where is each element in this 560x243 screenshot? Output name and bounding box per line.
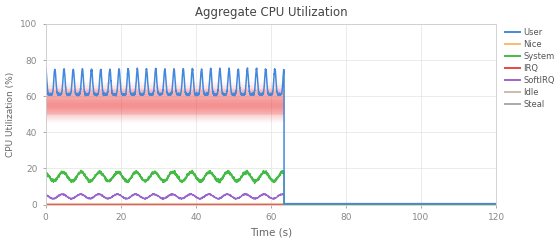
X-axis label: Time (s): Time (s) [250, 227, 292, 237]
IRQ [296, 203, 302, 206]
IRQ [493, 203, 500, 206]
Nice [48, 203, 55, 206]
Line: SoftIRQ: SoftIRQ [46, 193, 496, 204]
System [296, 203, 303, 206]
User [340, 202, 347, 205]
Steal [493, 203, 500, 206]
System [158, 178, 165, 181]
Title: Aggregate CPU Utilization: Aggregate CPU Utilization [194, 6, 347, 18]
Nice [379, 203, 386, 206]
Y-axis label: CPU Utilization (%): CPU Utilization (%) [6, 72, 15, 157]
User [208, 80, 215, 83]
Steal [296, 203, 302, 206]
Idle [158, 203, 165, 206]
Steal [158, 203, 165, 206]
System [43, 172, 49, 175]
Nice [296, 203, 302, 206]
Idle [296, 203, 302, 206]
SoftIRQ [48, 197, 55, 200]
Legend: User, Nice, System, IRQ, SoftIRQ, Idle, Steal: User, Nice, System, IRQ, SoftIRQ, Idle, … [505, 28, 554, 109]
System [281, 203, 287, 206]
SoftIRQ [296, 203, 303, 206]
User [244, 67, 251, 69]
Steal [48, 203, 55, 206]
Steal [43, 203, 49, 206]
SoftIRQ [158, 197, 165, 200]
IRQ [48, 203, 55, 206]
IRQ [158, 203, 165, 206]
IRQ [208, 203, 215, 206]
User [296, 202, 303, 205]
SoftIRQ [43, 193, 49, 196]
SoftIRQ [281, 203, 287, 206]
Idle [493, 203, 500, 206]
IRQ [379, 203, 386, 206]
Idle [43, 203, 49, 206]
User [281, 202, 287, 205]
Steal [339, 203, 346, 206]
User [380, 202, 386, 205]
System [380, 203, 386, 206]
Nice [158, 203, 165, 206]
SoftIRQ [151, 192, 157, 195]
Idle [48, 203, 55, 206]
Nice [208, 203, 215, 206]
Line: System: System [46, 170, 496, 204]
SoftIRQ [209, 194, 216, 197]
System [209, 171, 216, 174]
Steal [379, 203, 386, 206]
Idle [208, 203, 215, 206]
System [189, 169, 195, 172]
User [48, 93, 55, 95]
IRQ [43, 203, 49, 206]
Nice [43, 203, 49, 206]
Idle [339, 203, 346, 206]
System [340, 203, 347, 206]
SoftIRQ [340, 203, 347, 206]
SoftIRQ [380, 203, 386, 206]
System [493, 203, 500, 206]
IRQ [339, 203, 346, 206]
User [158, 92, 165, 95]
Nice [339, 203, 346, 206]
Idle [379, 203, 386, 206]
Line: User: User [46, 68, 496, 204]
Steal [208, 203, 215, 206]
System [48, 178, 55, 181]
User [43, 67, 49, 69]
Nice [493, 203, 500, 206]
SoftIRQ [493, 203, 500, 206]
User [493, 202, 500, 205]
